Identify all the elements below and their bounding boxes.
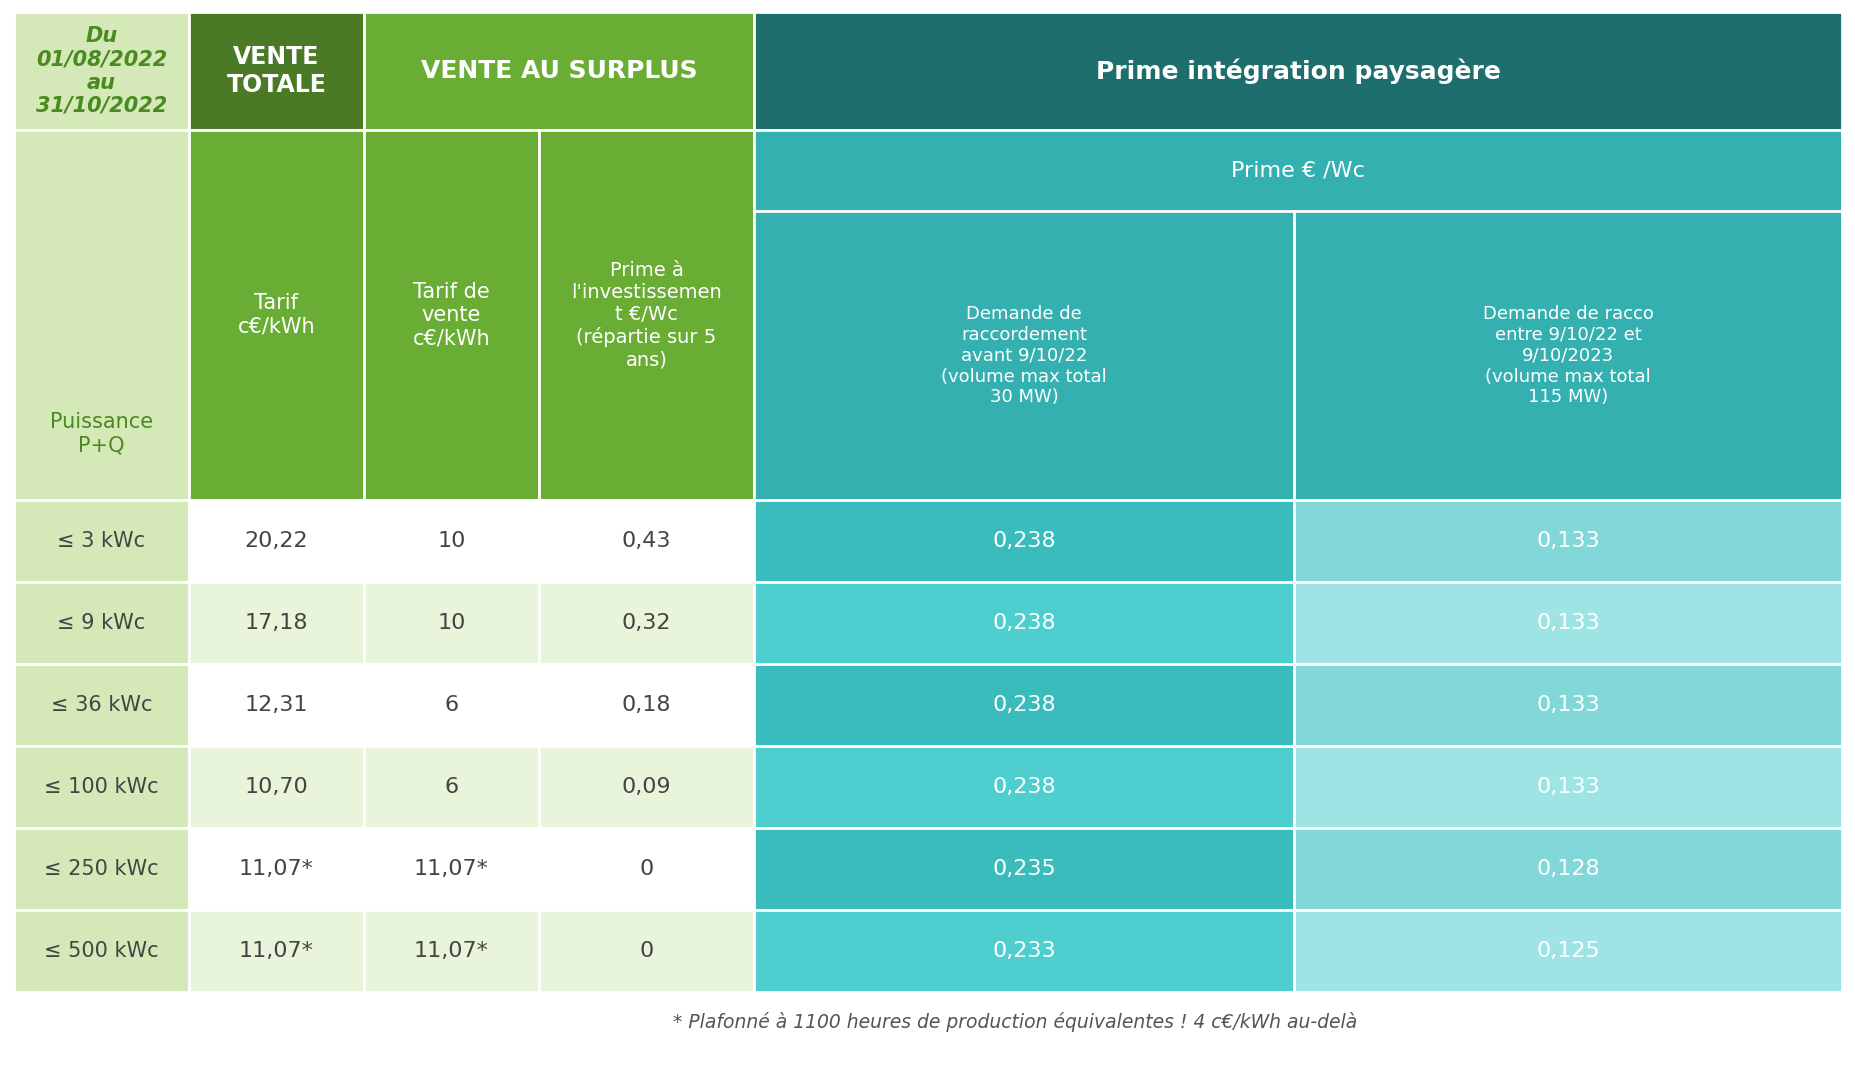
Bar — [364, 500, 538, 582]
Text: Prime € /Wc: Prime € /Wc — [1230, 161, 1363, 180]
Bar — [753, 130, 1840, 500]
Text: Demande de racco
entre 9/10/22 et
9/10/2023
(volume max total
115 MW): Demande de racco entre 9/10/22 et 9/10/2… — [1482, 305, 1653, 406]
Bar — [15, 664, 189, 746]
Bar — [189, 664, 364, 746]
Bar — [15, 828, 189, 910]
Text: 10: 10 — [438, 531, 466, 551]
Bar — [189, 910, 364, 993]
Text: 0,18: 0,18 — [621, 696, 672, 715]
Text: Tarif de
vente
c€/kWh: Tarif de vente c€/kWh — [412, 282, 490, 348]
Text: 0,238: 0,238 — [992, 777, 1055, 797]
Bar — [15, 582, 189, 664]
Text: 0,133: 0,133 — [1536, 696, 1599, 715]
Bar — [538, 746, 753, 828]
Text: ≤ 9 kWc: ≤ 9 kWc — [58, 613, 145, 633]
Text: Demande de
raccordement
avant 9/10/22
(volume max total
30 MW): Demande de raccordement avant 9/10/22 (v… — [940, 305, 1106, 406]
Text: 0,43: 0,43 — [621, 531, 672, 551]
Bar — [189, 130, 364, 500]
Bar — [1293, 828, 1840, 910]
Bar — [1293, 746, 1840, 828]
Bar — [538, 664, 753, 746]
Bar — [15, 746, 189, 828]
Text: 6: 6 — [443, 777, 458, 797]
Text: 12,31: 12,31 — [245, 696, 308, 715]
Text: ≤ 250 kWc: ≤ 250 kWc — [45, 859, 160, 879]
Text: VENTE AU SURPLUS: VENTE AU SURPLUS — [421, 59, 697, 83]
Bar — [189, 746, 364, 828]
Text: 0,238: 0,238 — [992, 696, 1055, 715]
Bar — [364, 12, 753, 130]
Bar — [364, 130, 538, 500]
Bar — [364, 664, 538, 746]
Bar — [15, 500, 189, 582]
Bar — [753, 500, 1293, 582]
Bar — [753, 746, 1293, 828]
Bar — [538, 828, 753, 910]
Text: 0,235: 0,235 — [992, 859, 1055, 879]
Text: 0,238: 0,238 — [992, 531, 1055, 551]
Bar — [189, 828, 364, 910]
Bar — [15, 12, 189, 130]
Text: 0,238: 0,238 — [992, 613, 1055, 633]
Bar — [1293, 582, 1840, 664]
Bar — [189, 582, 364, 664]
Text: 11,07*: 11,07* — [414, 859, 488, 879]
Text: * Plafonné à 1100 heures de production équivalentes ! 4 c€/kWh au-delà: * Plafonné à 1100 heures de production é… — [673, 1012, 1356, 1032]
Bar — [538, 500, 753, 582]
Text: 0,133: 0,133 — [1536, 531, 1599, 551]
Text: 11,07*: 11,07* — [239, 941, 313, 961]
Bar — [15, 130, 189, 500]
Text: ≤ 500 kWc: ≤ 500 kWc — [45, 941, 160, 961]
Text: Prime à
l'investissemen
t €/Wc
(répartie sur 5
ans): Prime à l'investissemen t €/Wc (répartie… — [571, 261, 722, 369]
Bar — [753, 910, 1293, 993]
Text: 0,133: 0,133 — [1536, 613, 1599, 633]
Text: 6: 6 — [443, 696, 458, 715]
Bar — [753, 12, 1840, 130]
Text: 10,70: 10,70 — [245, 777, 308, 797]
Text: ≤ 3 kWc: ≤ 3 kWc — [58, 531, 145, 551]
Bar — [753, 828, 1293, 910]
Text: 0,128: 0,128 — [1536, 859, 1599, 879]
Text: Prime intégration paysagère: Prime intégration paysagère — [1094, 58, 1499, 84]
Text: 11,07*: 11,07* — [239, 859, 313, 879]
Bar — [1293, 664, 1840, 746]
Bar — [1293, 910, 1840, 993]
Text: 0,133: 0,133 — [1536, 777, 1599, 797]
Bar — [189, 500, 364, 582]
Bar — [753, 664, 1293, 746]
Text: Puissance
P+Q: Puissance P+Q — [50, 411, 152, 455]
Text: 0: 0 — [638, 941, 653, 961]
Text: 0,09: 0,09 — [621, 777, 672, 797]
Bar — [538, 910, 753, 993]
Bar — [538, 130, 753, 500]
Text: 17,18: 17,18 — [245, 613, 308, 633]
Text: ≤ 100 kWc: ≤ 100 kWc — [45, 777, 160, 797]
Bar — [189, 12, 364, 130]
Bar — [364, 910, 538, 993]
Text: 0,125: 0,125 — [1536, 941, 1599, 961]
Text: 20,22: 20,22 — [245, 531, 308, 551]
Text: 0,233: 0,233 — [992, 941, 1055, 961]
Bar — [753, 582, 1293, 664]
Bar — [538, 582, 753, 664]
Text: 0: 0 — [638, 859, 653, 879]
Text: 11,07*: 11,07* — [414, 941, 488, 961]
Text: 10: 10 — [438, 613, 466, 633]
Bar — [15, 910, 189, 993]
Text: VENTE
TOTALE: VENTE TOTALE — [226, 45, 326, 97]
Bar — [364, 582, 538, 664]
Text: Du
01/08/2022
au
31/10/2022: Du 01/08/2022 au 31/10/2022 — [35, 26, 167, 116]
Text: Tarif
c€/kWh: Tarif c€/kWh — [237, 294, 315, 337]
Text: 0,32: 0,32 — [621, 613, 672, 633]
Bar — [364, 828, 538, 910]
Bar — [1293, 500, 1840, 582]
Bar — [364, 746, 538, 828]
Text: ≤ 36 kWc: ≤ 36 kWc — [50, 696, 152, 715]
